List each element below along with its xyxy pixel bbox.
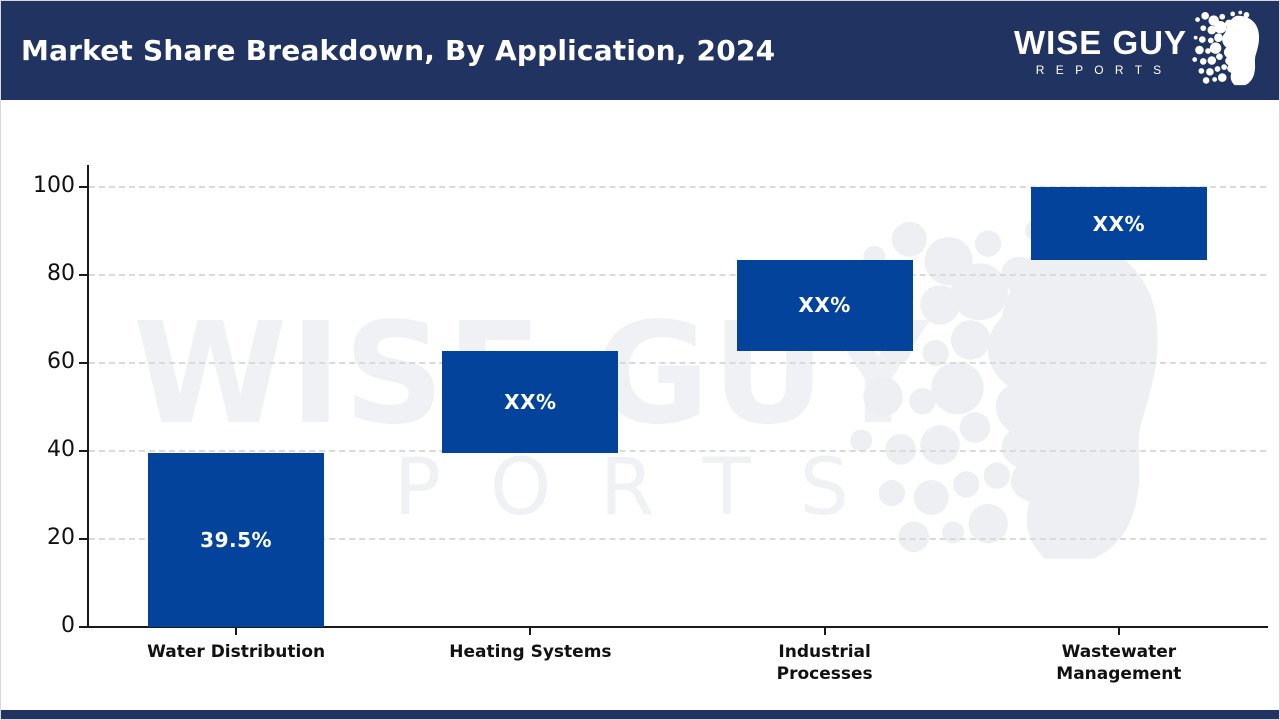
y-tick — [79, 362, 88, 364]
bar-3: XX% — [1030, 187, 1207, 261]
bar-value-label: XX% — [504, 389, 557, 414]
bar-2: XX% — [736, 260, 913, 351]
y-axis-line — [87, 165, 89, 628]
bar-0: 39.5% — [148, 453, 325, 627]
gridline-80 — [89, 274, 1266, 276]
y-tick-label: 100 — [33, 173, 75, 198]
x-tick — [1117, 628, 1120, 635]
bar-value-label: XX% — [798, 293, 851, 318]
brand-logo: WISE GUY R E P O R T S — [1014, 10, 1265, 91]
x-tick — [529, 628, 532, 635]
bar-value-label: XX% — [1092, 211, 1146, 236]
y-tick — [79, 186, 88, 188]
y-tick — [79, 274, 88, 276]
y-tick — [79, 538, 88, 540]
brand-subtitle: R E P O R T S — [1035, 62, 1166, 77]
page-title: Market Share Breakdown, By Application, … — [21, 34, 776, 67]
x-axis-label-1: Heating Systems — [449, 642, 612, 662]
x-tick — [235, 628, 238, 635]
watermark-text-line2: P O R T S — [394, 443, 861, 533]
x-tick — [823, 628, 826, 635]
x-axis-label-0: Water Distribution — [147, 642, 326, 662]
y-tick-label: 60 — [47, 349, 75, 374]
y-tick-label: 20 — [47, 525, 75, 550]
header-bar: Market Share Breakdown, By Application, … — [1, 1, 1279, 100]
gridline-100 — [89, 186, 1266, 188]
x-axis-label-2: Industrial Processes — [776, 642, 873, 685]
y-tick — [79, 626, 88, 628]
brand-name: WISE GUY — [1013, 23, 1187, 61]
y-tick-label: 80 — [47, 261, 75, 286]
y-tick — [79, 450, 88, 452]
bar-1: XX% — [442, 350, 619, 454]
gridline-40 — [89, 450, 1266, 452]
gridline-60 — [89, 362, 1266, 364]
brand-wordmark: WISE GUY R E P O R T S — [1014, 26, 1187, 76]
x-axis-label-3: Wastewater Management — [1056, 642, 1182, 685]
y-tick-label: 0 — [61, 613, 75, 638]
bar-value-label: 39.5% — [200, 528, 273, 553]
footer-bar — [1, 710, 1279, 719]
y-tick-label: 40 — [47, 437, 75, 462]
x-axis-line — [87, 626, 1268, 628]
gridline-20 — [89, 538, 1266, 540]
